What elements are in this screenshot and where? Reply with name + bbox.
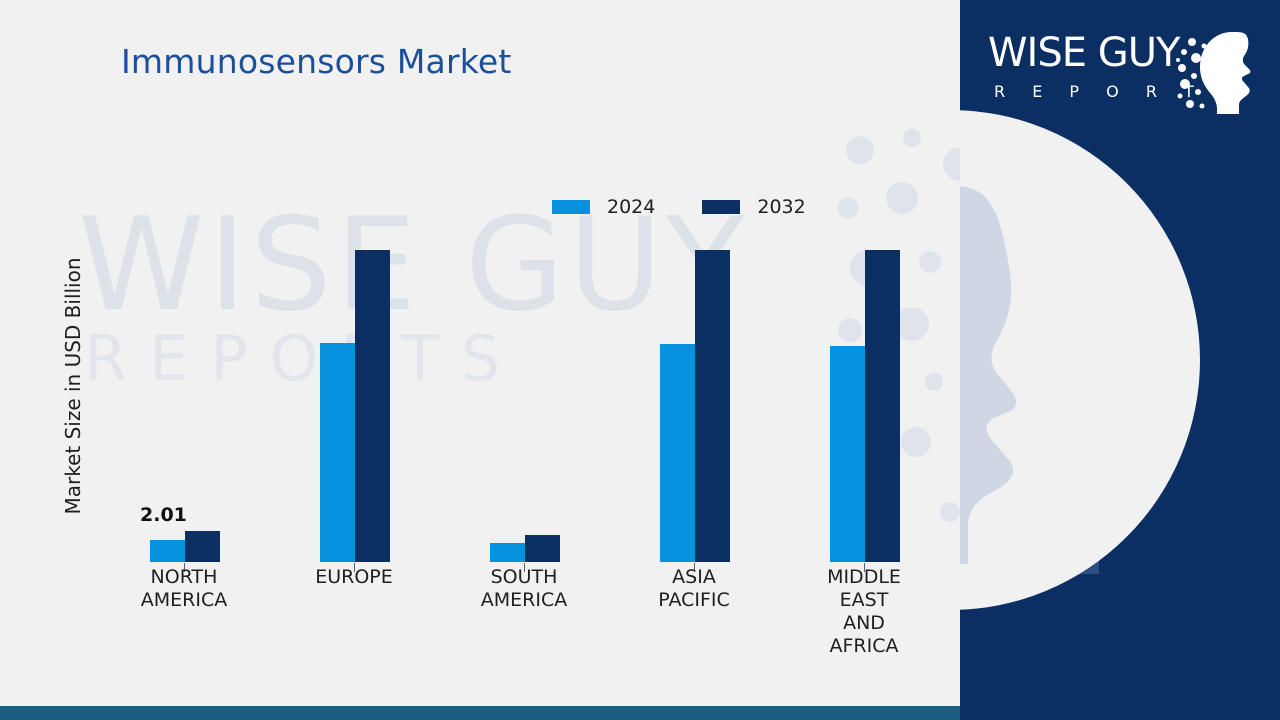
head-silhouette-dotted-icon <box>960 186 1017 564</box>
bar-europe-2032[interactable] <box>355 250 390 562</box>
brand-panel: WISE GUY R E P O R T S <box>960 0 1280 720</box>
x-label-middle-east-line-2: EAST <box>839 589 889 611</box>
bar-south-america-2032[interactable] <box>525 535 560 562</box>
x-label-middle-east-and-africa: MIDDLE EAST AND AFRICA <box>789 566 939 658</box>
bar-middle-east-and-africa-2032[interactable] <box>865 250 900 562</box>
bar-group-middle-east-and-africa <box>830 150 900 572</box>
bar-north-america-2024[interactable] <box>150 540 185 562</box>
x-axis-tick-labels: NORTH AMERICA EUROPE SOUTH AMERICA ASIA … <box>100 566 930 676</box>
bar-asia-pacific-2024[interactable] <box>660 344 695 562</box>
x-label-asia-pacific-line-2: PACIFIC <box>658 589 730 611</box>
legend-item-2024[interactable]: 2024 <box>552 196 702 218</box>
brand-logo-subtitle: R E P O R T S <box>994 82 1243 101</box>
bar-group-north-america: 2.01 <box>140 150 220 572</box>
x-label-south-america-line-2: AMERICA <box>480 589 568 611</box>
plot-area: 2.01 <box>100 150 930 572</box>
bottom-accent-strip <box>0 706 960 720</box>
chart-canvas: WISE GUY REPORTS Immuno <box>0 42 960 720</box>
x-label-north-america-line-2: AMERICA <box>140 589 228 611</box>
x-label-north-america-line-1: NORTH <box>150 566 218 588</box>
x-label-asia-pacific-line-1: ASIA <box>672 566 716 588</box>
x-label-asia-pacific: ASIA PACIFIC <box>619 566 769 612</box>
bar-middle-east-and-africa-2024[interactable] <box>830 346 865 562</box>
legend-swatch-2032 <box>702 200 741 214</box>
x-label-middle-east-line-4: AFRICA <box>829 635 899 657</box>
bar-group-europe <box>320 150 390 572</box>
logo-head-silhouette-icon <box>1176 32 1251 114</box>
data-label-north-america: 2.01 <box>140 504 187 526</box>
x-label-europe: EUROPE <box>279 566 429 589</box>
page-title: Immunosensors Market <box>121 42 512 81</box>
bar-europe-2024[interactable] <box>320 343 355 562</box>
brand-logo: WISE GUY R E P O R T S <box>988 30 1258 115</box>
y-axis-label: Market Size in USD Billion <box>61 257 85 515</box>
legend-label-2032: 2032 <box>757 196 806 218</box>
x-tick-south-america <box>524 563 525 572</box>
x-label-south-america: SOUTH AMERICA <box>449 566 599 612</box>
legend-item-2032[interactable]: 2032 <box>702 196 852 218</box>
x-tick-middle-east-and-africa <box>864 563 865 572</box>
x-label-middle-east-line-3: AND <box>843 612 885 634</box>
brand-panel-graphics <box>960 0 1280 720</box>
bar-group-south-america <box>490 150 560 572</box>
bar-group-asia-pacific <box>660 150 730 572</box>
bar-north-america-2032[interactable] <box>185 531 220 562</box>
bar-asia-pacific-2032[interactable] <box>695 250 730 562</box>
x-label-europe-line-1: EUROPE <box>315 566 393 588</box>
x-tick-asia-pacific <box>694 563 695 572</box>
x-label-middle-east-line-1: MIDDLE <box>827 566 901 588</box>
x-tick-north-america <box>184 563 185 572</box>
x-tick-europe <box>354 563 355 572</box>
bar-south-america-2024[interactable] <box>490 543 525 562</box>
x-label-south-america-line-1: SOUTH <box>490 566 558 588</box>
brand-logo-name: WISE GUY <box>988 30 1180 76</box>
legend-swatch-2024 <box>552 200 590 214</box>
x-label-north-america: NORTH AMERICA <box>109 566 259 612</box>
chart-legend: 2024 2032 <box>552 196 853 218</box>
legend-label-2024: 2024 <box>607 196 656 218</box>
